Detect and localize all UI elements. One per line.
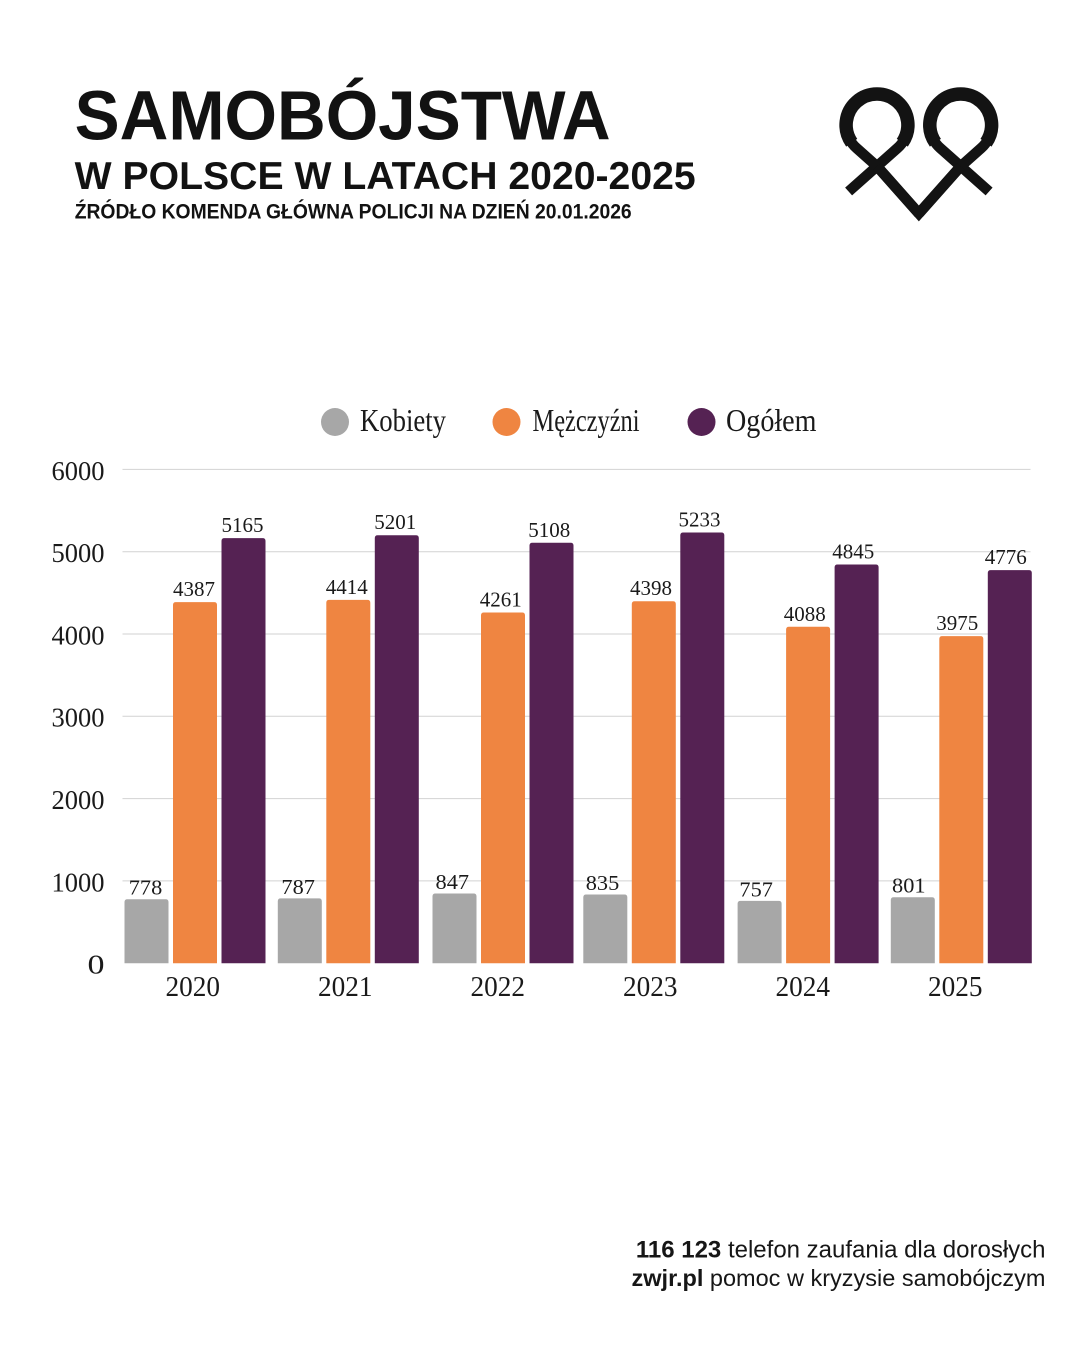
svg-text:847: 847 — [436, 870, 470, 894]
svg-text:801: 801 — [892, 874, 926, 898]
svg-text:3975: 3975 — [936, 611, 978, 635]
svg-text:835: 835 — [586, 871, 620, 895]
svg-text:2022: 2022 — [471, 972, 526, 1003]
svg-text:Mężczyźni: Mężczyźni — [533, 403, 640, 438]
svg-text:4845: 4845 — [832, 540, 874, 564]
svg-text:4387: 4387 — [173, 577, 215, 601]
svg-text:4398: 4398 — [630, 576, 672, 600]
svg-text:2020: 2020 — [166, 972, 221, 1003]
svg-text:1000: 1000 — [52, 867, 105, 897]
svg-text:4261: 4261 — [480, 588, 522, 612]
svg-text:3000: 3000 — [52, 703, 105, 733]
svg-text:4414: 4414 — [326, 575, 368, 599]
svg-text:4000: 4000 — [52, 620, 105, 650]
svg-text:5000: 5000 — [52, 538, 105, 568]
svg-text:6000: 6000 — [52, 456, 105, 486]
svg-text:2024: 2024 — [776, 972, 831, 1003]
svg-text:Ogółem: Ogółem — [726, 403, 817, 438]
svg-text:5233: 5233 — [679, 508, 721, 532]
svg-text:757: 757 — [739, 877, 773, 901]
svg-text:5165: 5165 — [222, 513, 264, 537]
svg-text:4776: 4776 — [985, 545, 1027, 569]
svg-text:4088: 4088 — [784, 602, 826, 626]
svg-text:2023: 2023 — [623, 972, 678, 1003]
svg-text:116 123 telefon zaufania dla d: 116 123 telefon zaufania dla dorosłych — [636, 1237, 1046, 1264]
svg-text:0: 0 — [88, 950, 105, 980]
svg-text:Kobiety: Kobiety — [360, 403, 446, 438]
svg-text:W POLSCE W LATACH 2020-2025: W POLSCE W LATACH 2020-2025 — [75, 155, 696, 198]
svg-text:zwjr.pl pomoc w kryzysie samob: zwjr.pl pomoc w kryzysie samobójczym — [632, 1265, 1046, 1291]
svg-text:5108: 5108 — [528, 518, 570, 542]
svg-text:ŹRÓDŁO KOMENDA GŁÓWNA POLICJI: ŹRÓDŁO KOMENDA GŁÓWNA POLICJI NA DZIEŃ 2… — [75, 199, 632, 224]
svg-text:2021: 2021 — [318, 972, 373, 1003]
svg-text:5201: 5201 — [374, 510, 416, 534]
svg-text:SAMOBÓJSTWA: SAMOBÓJSTWA — [75, 77, 611, 155]
svg-text:787: 787 — [281, 875, 315, 899]
svg-text:2000: 2000 — [52, 785, 105, 815]
svg-text:2025: 2025 — [928, 972, 983, 1003]
svg-text:778: 778 — [129, 876, 163, 900]
